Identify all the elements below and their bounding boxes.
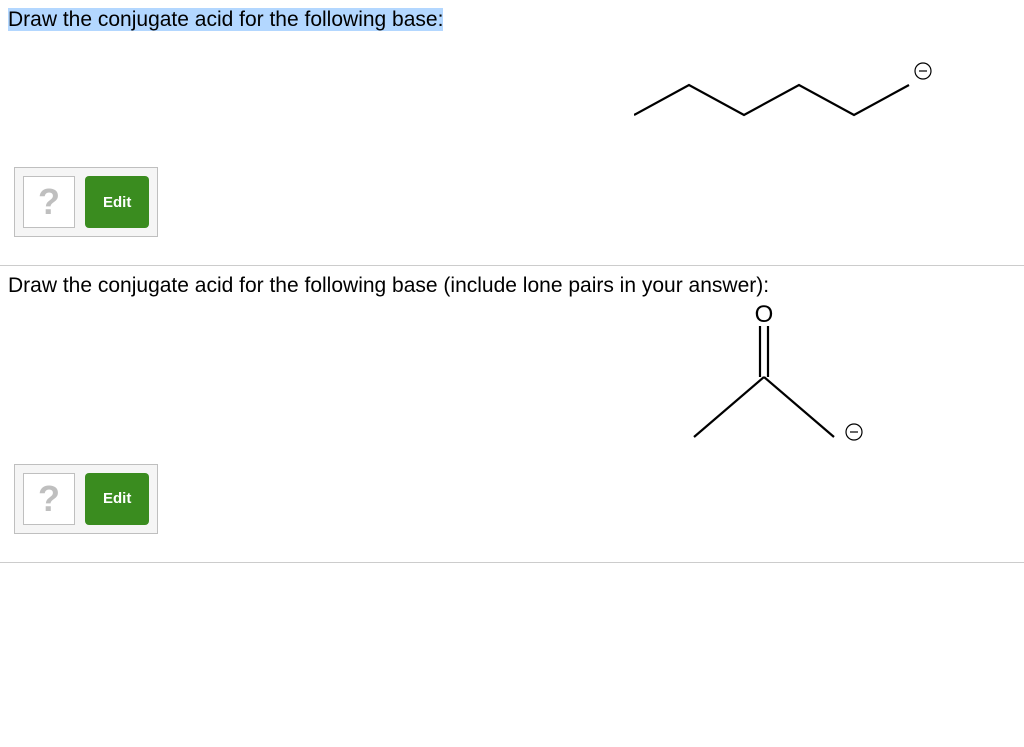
molecule-2-svg: O bbox=[654, 302, 884, 462]
answer-box-1: ? Edit bbox=[14, 167, 158, 237]
question-mark-icon: ? bbox=[38, 481, 60, 517]
question-1-prompt: Draw the conjugate acid for the followin… bbox=[0, 0, 1024, 35]
question-1: Draw the conjugate acid for the followin… bbox=[0, 0, 1024, 266]
edit-button[interactable]: Edit bbox=[85, 473, 149, 525]
question-2-prompt: Draw the conjugate acid for the followin… bbox=[0, 266, 1024, 301]
molecule-1 bbox=[634, 55, 944, 150]
answer-box-2: ? Edit bbox=[14, 464, 158, 534]
drawing-placeholder-button[interactable]: ? bbox=[23, 473, 75, 525]
question-2: Draw the conjugate acid for the followin… bbox=[0, 266, 1024, 562]
highlighted-text: Draw the conjugate acid for the followin… bbox=[8, 8, 443, 31]
question-mark-icon: ? bbox=[38, 184, 60, 220]
edit-button[interactable]: Edit bbox=[85, 176, 149, 228]
molecule-1-svg bbox=[634, 55, 944, 145]
question-1-content: ? Edit bbox=[0, 35, 1024, 265]
question-2-content: O ? Edit bbox=[0, 302, 1024, 562]
molecule-2: O bbox=[654, 302, 884, 467]
svg-text:O: O bbox=[755, 302, 774, 328]
drawing-placeholder-button[interactable]: ? bbox=[23, 176, 75, 228]
